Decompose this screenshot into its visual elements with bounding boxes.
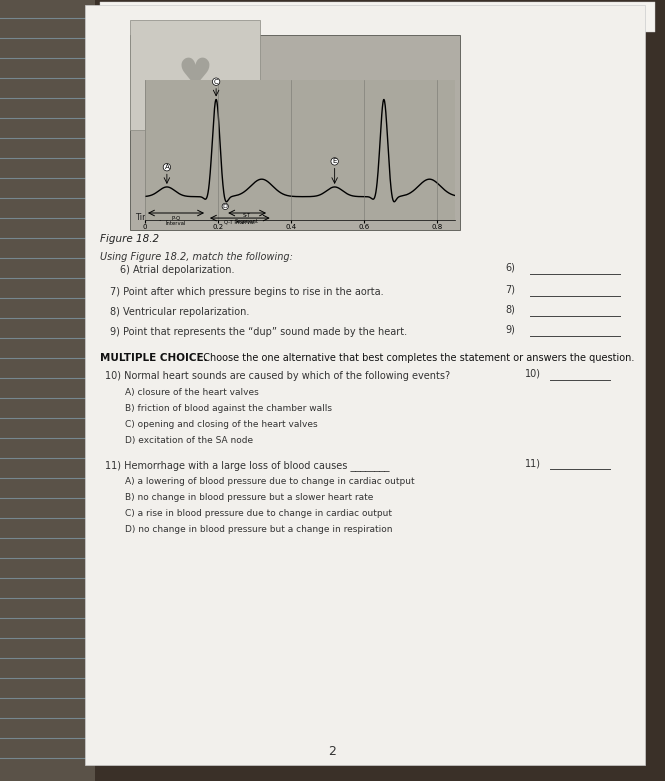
Text: 10) Normal heart sounds are caused by which of the following events?: 10) Normal heart sounds are caused by wh… bbox=[105, 371, 450, 381]
Text: A: A bbox=[164, 164, 170, 170]
Text: C: C bbox=[213, 79, 219, 84]
Text: 11): 11) bbox=[525, 458, 541, 468]
Text: 8) Ventricular repolarization.: 8) Ventricular repolarization. bbox=[110, 307, 249, 317]
Text: 11) Hemorrhage with a large loss of blood causes ________: 11) Hemorrhage with a large loss of bloo… bbox=[105, 460, 390, 471]
Text: D: D bbox=[223, 204, 227, 209]
Text: 9): 9) bbox=[505, 325, 515, 335]
Text: C) opening and closing of the heart valves: C) opening and closing of the heart valv… bbox=[125, 420, 318, 429]
Text: A) a lowering of blood pressure due to change in cardiac output: A) a lowering of blood pressure due to c… bbox=[125, 477, 414, 486]
Text: MULTIPLE CHOICE.: MULTIPLE CHOICE. bbox=[100, 353, 207, 363]
Text: C) a rise in blood pressure due to change in cardiac output: C) a rise in blood pressure due to chang… bbox=[125, 509, 392, 518]
Text: B) friction of blood against the chamber walls: B) friction of blood against the chamber… bbox=[125, 404, 332, 413]
Text: 2: 2 bbox=[328, 745, 336, 758]
Text: S-T
Segment: S-T Segment bbox=[235, 213, 259, 224]
Text: 9) Point that represents the “dup” sound made by the heart.: 9) Point that represents the “dup” sound… bbox=[110, 327, 407, 337]
Text: E: E bbox=[332, 159, 337, 164]
Text: P-Q
Interval: P-Q Interval bbox=[166, 216, 186, 226]
Bar bbox=[130, 20, 260, 130]
Bar bbox=[85, 5, 645, 765]
Text: Choose the one alternative that best completes the statement or answers the ques: Choose the one alternative that best com… bbox=[197, 353, 634, 363]
Text: Using Figure 18.2, match the following:: Using Figure 18.2, match the following: bbox=[100, 252, 293, 262]
Text: D) excitation of the SA node: D) excitation of the SA node bbox=[125, 436, 253, 445]
Text: Q-T Interval: Q-T Interval bbox=[225, 219, 255, 224]
Bar bbox=[130, 35, 460, 230]
Bar bbox=[100, 2, 655, 32]
Text: 8): 8) bbox=[505, 305, 515, 315]
Text: ♥: ♥ bbox=[178, 56, 212, 94]
Text: D) no change in blood pressure but a change in respiration: D) no change in blood pressure but a cha… bbox=[125, 525, 392, 534]
Text: 6): 6) bbox=[505, 263, 515, 273]
Text: 7): 7) bbox=[505, 285, 515, 295]
Text: Figure 18.2: Figure 18.2 bbox=[100, 234, 159, 244]
Text: 6) Atrial depolarization.: 6) Atrial depolarization. bbox=[120, 265, 235, 275]
Text: B) no change in blood pressure but a slower heart rate: B) no change in blood pressure but a slo… bbox=[125, 493, 373, 502]
Text: 10): 10) bbox=[525, 369, 541, 379]
Text: A) closure of the heart valves: A) closure of the heart valves bbox=[125, 388, 259, 397]
Text: 7) Point after which pressure begins to rise in the aorta.: 7) Point after which pressure begins to … bbox=[110, 287, 384, 297]
Bar bbox=[0, 0, 95, 781]
Text: Time (s): Time (s) bbox=[135, 213, 169, 222]
